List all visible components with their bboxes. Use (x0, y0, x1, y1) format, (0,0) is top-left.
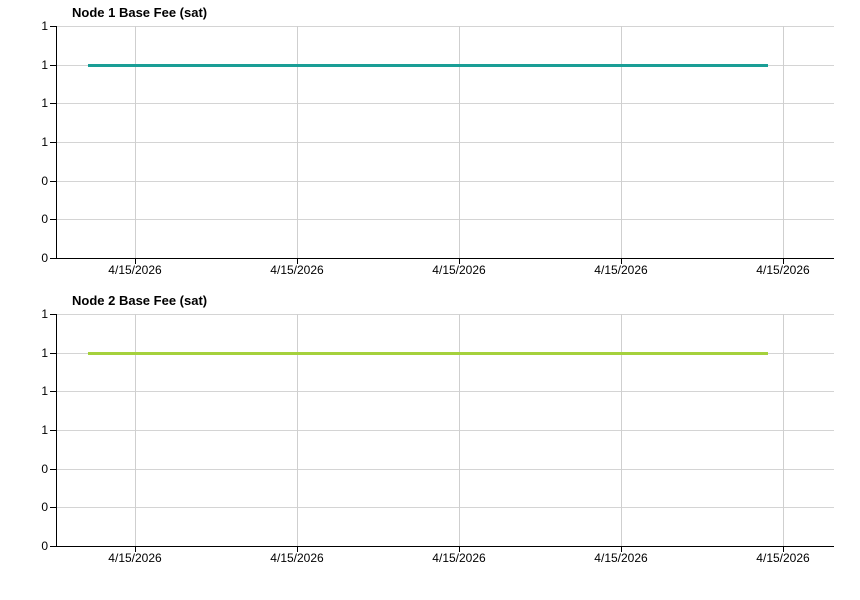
y-axis-tick-label: 0 (41, 212, 48, 226)
gridline-vertical (459, 314, 460, 546)
x-axis-tick (135, 547, 136, 552)
x-axis-line (56, 546, 834, 547)
y-axis-tick-label: 0 (41, 174, 48, 188)
x-axis-tick-label: 4/15/2026 (270, 263, 324, 277)
y-axis-tick (50, 314, 56, 315)
y-axis-line (56, 26, 57, 259)
x-axis-line (56, 258, 834, 259)
x-axis-tick (459, 259, 460, 264)
x-axis-tick (297, 547, 298, 552)
gridline-vertical (135, 314, 136, 546)
gridline-horizontal (56, 181, 834, 182)
gridline-vertical (621, 314, 622, 546)
plot-area (56, 314, 834, 547)
y-axis-tick (50, 26, 56, 27)
y-axis-tick-label: 1 (41, 58, 48, 72)
y-axis-tick-label: 1 (41, 384, 48, 398)
series-line (88, 64, 768, 67)
y-axis-tick (50, 65, 56, 66)
gridline-horizontal (56, 507, 834, 508)
y-axis-tick (50, 103, 56, 104)
gridline-horizontal (56, 219, 834, 220)
gridline-vertical (135, 26, 136, 258)
y-axis-tick-label: 1 (41, 96, 48, 110)
gridline-vertical (621, 26, 622, 258)
y-axis-line (56, 314, 57, 547)
x-axis-tick-label: 4/15/2026 (594, 551, 648, 565)
gridline-horizontal (56, 26, 834, 27)
x-axis-tick-label: 4/15/2026 (432, 551, 486, 565)
y-axis-tick (50, 142, 56, 143)
y-axis-tick-label: 0 (41, 251, 48, 265)
y-axis-tick (50, 219, 56, 220)
chart-panel-node-2: Node 2 Base Fee (sat) 1 1 1 1 0 0 0 4/15/2026 4… (0, 288, 860, 583)
gridline-vertical (297, 314, 298, 546)
x-axis-tick-label: 4/15/2026 (756, 551, 810, 565)
x-axis-tick (135, 259, 136, 264)
gridline-horizontal (56, 142, 834, 143)
y-tick-labels: 1 1 1 1 0 0 0 (0, 288, 48, 583)
y-axis-tick (50, 507, 56, 508)
chart-title: Node 1 Base Fee (sat) (72, 5, 208, 20)
chart-panel-node-1: Node 1 Base Fee (sat) 1 1 1 1 0 0 0 4/15/2026 4… (0, 0, 860, 295)
y-axis-tick (50, 353, 56, 354)
y-axis-tick (50, 430, 56, 431)
y-axis-tick-label: 0 (41, 539, 48, 553)
x-axis-tick-label: 4/15/2026 (108, 263, 162, 277)
y-axis-tick-label: 0 (41, 500, 48, 514)
x-axis-tick (621, 547, 622, 552)
x-axis-tick-label: 4/15/2026 (432, 263, 486, 277)
x-axis-tick (783, 547, 784, 552)
y-axis-tick-label: 1 (41, 307, 48, 321)
x-axis-tick (297, 259, 298, 264)
y-axis-tick (50, 258, 56, 259)
y-axis-tick-label: 1 (41, 135, 48, 149)
y-axis-tick-label: 1 (41, 19, 48, 33)
x-axis-tick (783, 259, 784, 264)
gridline-vertical (783, 314, 784, 546)
gridline-horizontal (56, 469, 834, 470)
gridline-horizontal (56, 430, 834, 431)
gridline-vertical (783, 26, 784, 258)
gridline-vertical (459, 26, 460, 258)
y-axis-tick-label: 1 (41, 423, 48, 437)
x-axis-tick-label: 4/15/2026 (756, 263, 810, 277)
plot-area (56, 26, 834, 259)
y-axis-tick (50, 181, 56, 182)
y-axis-tick-label: 0 (41, 462, 48, 476)
y-axis-tick (50, 469, 56, 470)
y-axis-tick-label: 1 (41, 346, 48, 360)
y-axis-tick (50, 546, 56, 547)
gridline-horizontal (56, 103, 834, 104)
y-axis-tick (50, 391, 56, 392)
gridline-horizontal (56, 314, 834, 315)
chart-title: Node 2 Base Fee (sat) (72, 293, 208, 308)
x-axis-tick-label: 4/15/2026 (108, 551, 162, 565)
y-tick-labels: 1 1 1 1 0 0 0 (0, 0, 48, 295)
series-line (88, 352, 768, 355)
gridline-vertical (297, 26, 298, 258)
gridline-horizontal (56, 391, 834, 392)
x-axis-tick (621, 259, 622, 264)
x-axis-tick-label: 4/15/2026 (594, 263, 648, 277)
x-axis-tick (459, 547, 460, 552)
x-axis-tick-label: 4/15/2026 (270, 551, 324, 565)
